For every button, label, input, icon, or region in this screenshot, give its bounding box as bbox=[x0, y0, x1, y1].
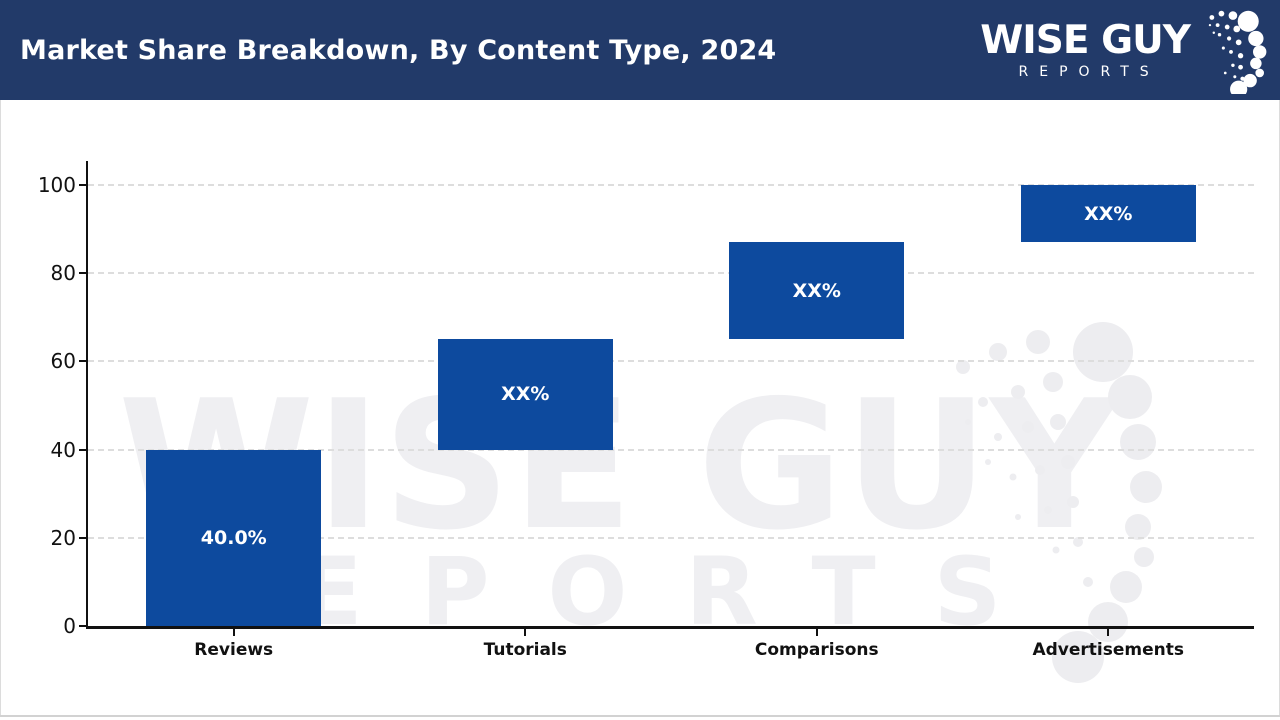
page-title: Market Share Breakdown, By Content Type,… bbox=[20, 34, 777, 66]
bar-value-label-comparisons: XX% bbox=[792, 279, 841, 302]
logo-head-icon bbox=[1208, 10, 1267, 94]
bar-value-label-tutorials: XX% bbox=[501, 383, 550, 406]
chart-area: WISE GUY REPORTS 0 20 40 60 80 100 40.0% Review… bbox=[0, 100, 1280, 720]
gridline-60 bbox=[88, 360, 1254, 363]
y-tick-label-80: 80 bbox=[50, 261, 76, 286]
x-tick-mark-advertisements bbox=[1107, 628, 1110, 636]
y-tick-label-60: 60 bbox=[50, 349, 76, 374]
logo-subtext: REPORTS bbox=[1018, 63, 1160, 80]
x-axis-label-advertisements: Advertisements bbox=[1032, 640, 1184, 660]
y-tick-mark-80 bbox=[79, 272, 87, 275]
logo-wordmark: WISE GUY bbox=[980, 17, 1191, 63]
y-axis-spine bbox=[86, 161, 88, 628]
x-tick-mark-reviews bbox=[232, 628, 235, 636]
y-tick-mark-60 bbox=[79, 360, 87, 363]
x-axis-label-reviews: Reviews bbox=[194, 640, 274, 660]
y-tick-label-0: 0 bbox=[63, 614, 76, 638]
wiseguy-logo: WISE GUY REPORTS bbox=[980, 6, 1270, 94]
header: Market Share Breakdown, By Content Type,… bbox=[0, 0, 1280, 100]
gridline-40 bbox=[88, 448, 1254, 451]
y-tick-label-40: 40 bbox=[50, 437, 76, 462]
x-tick-mark-tutorials bbox=[524, 628, 527, 636]
x-axis-spine bbox=[86, 626, 1254, 629]
x-axis-label-comparisons: Comparisons bbox=[754, 640, 879, 660]
gridline-20 bbox=[88, 536, 1254, 539]
y-tick-label-20: 20 bbox=[50, 525, 76, 550]
bar-advertisements bbox=[1020, 185, 1196, 243]
bar-reviews bbox=[146, 449, 322, 626]
y-tick-mark-100 bbox=[79, 184, 87, 186]
bar-tutorials bbox=[437, 339, 613, 450]
x-axis-label-tutorials: Tutorials bbox=[483, 640, 567, 660]
logo-text: WISE GUY REPORTS bbox=[980, 17, 1191, 80]
y-tick-mark-20 bbox=[79, 536, 87, 539]
bar-value-label-advertisements: XX% bbox=[1084, 202, 1133, 225]
bar-value-label-reviews: 40.0% bbox=[200, 526, 267, 549]
y-tick-mark-0 bbox=[79, 625, 87, 627]
watermark-head-icon bbox=[956, 322, 1162, 683]
y-tick-mark-40 bbox=[79, 448, 87, 451]
bottom-hairline bbox=[0, 715, 1280, 717]
gridline-100 bbox=[88, 184, 1254, 186]
y-tick-label-100: 100 bbox=[37, 173, 76, 197]
gridline-80 bbox=[88, 272, 1254, 275]
x-tick-mark-comparisons bbox=[815, 628, 818, 636]
bar-comparisons bbox=[729, 242, 905, 340]
